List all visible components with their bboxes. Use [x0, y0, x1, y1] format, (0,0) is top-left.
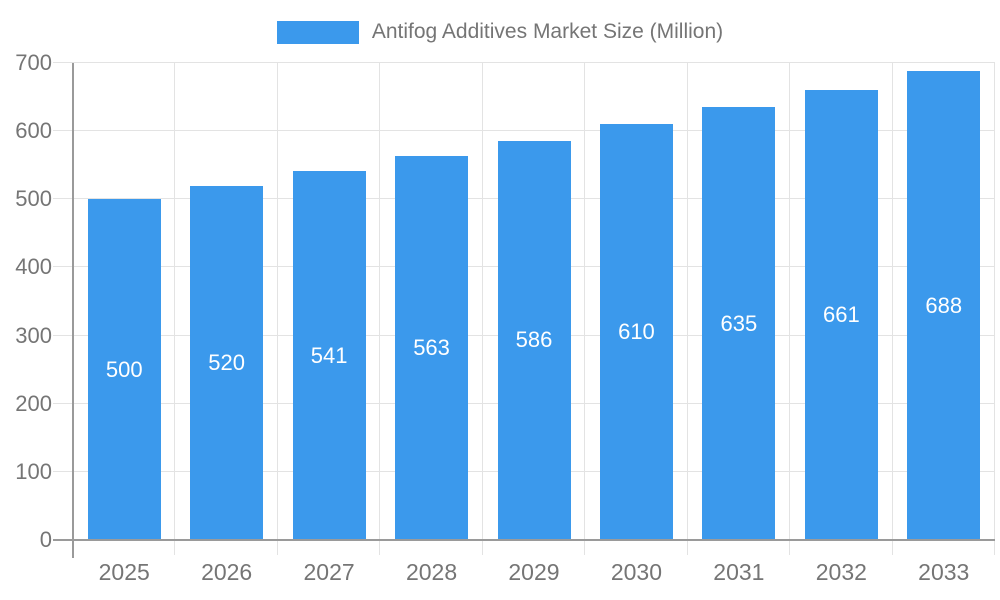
gridline-vertical	[686, 63, 688, 555]
bar-value-label: 688	[925, 292, 963, 318]
plot-area: 500 520 541 563 586 610 635 661 688	[53, 62, 995, 558]
gridline-horizontal	[53, 130, 995, 132]
bar-2028[interactable]: 563	[395, 156, 469, 540]
gridline-vertical	[174, 63, 176, 555]
gridline-vertical	[481, 63, 483, 555]
bar-2025[interactable]: 500	[87, 199, 161, 540]
legend-swatch	[276, 20, 359, 44]
x-tick-label: 2032	[815, 559, 867, 585]
bar-value-label: 520	[208, 349, 246, 375]
x-tick-label: 2027	[303, 559, 355, 585]
gridline-vertical	[789, 63, 791, 555]
y-tick-label: 300	[15, 322, 52, 348]
gridline-vertical	[379, 63, 381, 555]
axis-layer	[53, 63, 995, 558]
bar-2031[interactable]: 635	[702, 107, 776, 540]
y-tick-label: 500	[15, 186, 52, 212]
y-tick-label: 600	[15, 118, 52, 144]
bar-2027[interactable]: 541	[292, 171, 366, 540]
gridline-vertical	[891, 63, 893, 555]
bar-value-label: 586	[515, 327, 553, 353]
bar-2032[interactable]: 661	[804, 89, 878, 540]
y-tick-label: 100	[15, 458, 52, 484]
gridline-horizontal	[53, 62, 995, 63]
bars-layer: 500 520 541 563 586 610 635 661 688	[73, 63, 995, 540]
bar-value-label: 500	[105, 356, 143, 382]
bar-2026[interactable]: 520	[190, 185, 264, 540]
y-tick-label: 700	[15, 50, 52, 75]
gridline-vertical	[994, 63, 995, 555]
x-tick-label: 2025	[98, 559, 150, 585]
x-tick-label: 2031	[713, 559, 765, 585]
bar-value-label: 661	[822, 301, 860, 327]
x-tick-label: 2028	[405, 559, 458, 585]
bar-2029[interactable]: 586	[497, 140, 571, 540]
y-tick-label: 200	[15, 390, 52, 416]
y-tick-label: 0	[39, 527, 52, 552]
chart-legend[interactable]: Antifog Additives Market Size (Million)	[0, 20, 1000, 44]
bar-2030[interactable]: 610	[599, 124, 673, 540]
gridline-vertical	[584, 63, 586, 555]
x-tick-label: 2029	[508, 559, 560, 585]
bar-value-label: 563	[413, 335, 450, 361]
gridline-vertical	[276, 63, 278, 555]
x-tick-label: 2030	[610, 559, 663, 585]
bar-2033[interactable]: 688	[907, 71, 981, 540]
y-axis-line	[72, 63, 74, 558]
legend-label: Antifog Additives Market Size (Million)	[371, 20, 724, 43]
y-tick-label: 400	[15, 254, 52, 280]
x-tick-label: 2033	[918, 559, 970, 585]
x-axis-line	[53, 539, 995, 541]
bar-value-label: 635	[720, 310, 758, 336]
x-tick-label: 2026	[201, 559, 253, 585]
bar-value-label: 541	[310, 342, 348, 368]
bar-value-label: 610	[618, 319, 655, 345]
